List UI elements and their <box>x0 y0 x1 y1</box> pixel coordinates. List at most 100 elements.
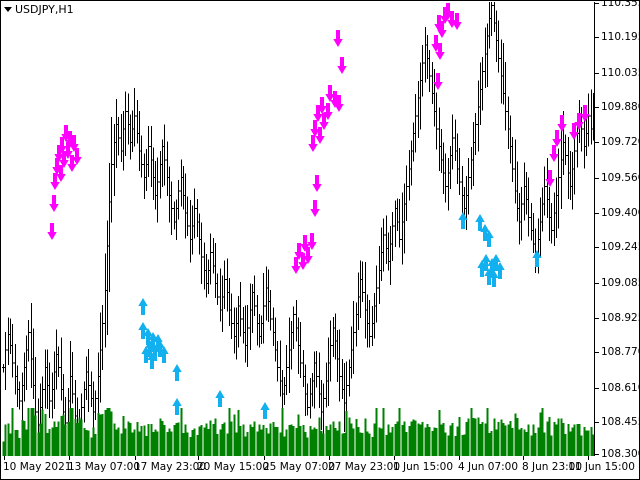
price-tick-label: 109.085 <box>601 277 639 289</box>
time-tick <box>523 456 524 460</box>
sell-arrow-icon <box>549 145 559 162</box>
sell-arrow-icon <box>50 173 60 190</box>
buy-arrow-icon <box>480 224 490 241</box>
buy-arrow-icon <box>147 352 157 369</box>
buy-arrow-icon <box>458 212 468 229</box>
sell-arrow-icon <box>307 233 317 250</box>
sell-arrow-icon <box>315 127 325 144</box>
buy-arrow-icon <box>484 268 494 285</box>
time-axis[interactable]: 10 May 2021 13 May 07:00 17 May 23:00 20 Ma… <box>2 456 639 479</box>
sell-arrow-icon <box>333 30 343 47</box>
time-tick <box>588 456 589 460</box>
sell-arrow-icon <box>435 43 445 60</box>
time-tick-label: 20 May 15:00 <box>197 461 270 473</box>
sell-arrow-icon <box>580 105 590 122</box>
symbol-bar[interactable]: USDJPY,H1 <box>1 1 74 17</box>
time-tick-label: 11 Jun 15:00 <box>568 461 635 473</box>
sell-arrow-icon <box>325 85 335 102</box>
sell-arrow-icon <box>310 200 320 217</box>
price-tick-label: 108.455 <box>601 416 639 428</box>
buy-arrow-icon <box>159 346 169 363</box>
buy-arrow-icon <box>215 390 225 407</box>
time-tick-label: 1 Jun 15:00 <box>393 461 454 473</box>
buy-arrow-icon <box>260 402 270 419</box>
sell-arrow-icon <box>56 165 66 182</box>
sell-arrow-icon <box>433 73 443 90</box>
ohlc-bars-group <box>2 2 594 456</box>
sell-arrow-icon <box>552 130 562 147</box>
price-tick <box>595 107 599 108</box>
sell-arrow-icon <box>574 113 584 130</box>
sell-arrow-icon <box>298 253 308 270</box>
sell-arrow-icon <box>54 145 64 162</box>
price-tick <box>595 422 599 423</box>
price-tick-label: 108.925 <box>601 312 639 324</box>
time-tick-label: 13 May 07:00 <box>68 461 141 473</box>
buy-arrow-icon <box>532 250 542 267</box>
time-tick-label: 4 Jun 07:00 <box>458 461 519 473</box>
time-tick <box>4 456 5 460</box>
sell-arrow-icon <box>557 115 567 132</box>
sell-arrow-icon <box>319 113 329 130</box>
buy-arrow-icon <box>141 346 151 363</box>
time-tick <box>329 456 330 460</box>
sell-arrow-icon <box>303 247 313 264</box>
price-tick-label: 108.300 <box>601 448 639 460</box>
sell-arrow-icon <box>47 223 57 240</box>
price-tick <box>595 283 599 284</box>
sell-arrow-icon <box>59 151 69 168</box>
price-tick <box>595 73 599 74</box>
buy-arrow-icon <box>477 260 487 277</box>
volume-histogram-group <box>2 408 594 456</box>
time-tick-label: 25 May 07:00 <box>263 461 336 473</box>
price-tick-label: 109.400 <box>601 207 639 219</box>
time-tick-label: 17 May 23:00 <box>134 461 207 473</box>
price-tick-label: 110.195 <box>601 31 639 43</box>
time-tick-label: 10 May 2021 <box>3 461 72 473</box>
sell-arrow-icon <box>69 135 79 152</box>
buy-arrow-icon <box>172 398 182 415</box>
price-tick-label: 109.880 <box>601 101 639 113</box>
time-tick <box>459 456 460 460</box>
sell-arrow-icon <box>545 170 555 187</box>
sell-arrow-icon <box>310 120 320 137</box>
time-tick-label: 27 May 23:00 <box>328 461 401 473</box>
price-tick <box>595 3 599 4</box>
buy-arrow-icon <box>150 344 160 361</box>
price-tick-label: 109.245 <box>601 241 639 253</box>
price-tick-label: 109.560 <box>601 172 639 184</box>
price-chart-svg <box>2 2 594 456</box>
price-tick-label: 108.770 <box>601 346 639 358</box>
sell-arrow-icon <box>569 123 579 140</box>
buy-arrow-icon <box>138 322 148 339</box>
buy-arrow-icon <box>475 214 485 231</box>
buy-arrow-icon <box>143 328 153 345</box>
price-tick-label: 108.610 <box>601 382 639 394</box>
sell-arrow-icon <box>337 57 347 74</box>
sell-arrow-icon <box>308 135 318 152</box>
price-axis[interactable]: 110.355 110.195 110.035 109.880 109.720 109.5… <box>594 0 639 460</box>
time-tick <box>135 456 136 460</box>
sell-arrow-icon <box>72 148 82 165</box>
sell-arrow-icon <box>291 257 301 274</box>
sell-arrow-icon <box>443 3 453 20</box>
buy-arrow-icon <box>145 340 155 357</box>
price-tick <box>595 37 599 38</box>
price-tick-label: 110.355 <box>601 0 639 9</box>
buy-arrows-group <box>138 212 542 419</box>
buy-arrow-icon <box>484 230 494 247</box>
time-tick <box>69 456 70 460</box>
sell-arrow-icon <box>437 21 447 38</box>
sell-arrow-icon <box>334 95 344 112</box>
chart-plot-area[interactable] <box>2 2 594 456</box>
sell-arrows-group <box>47 3 590 274</box>
time-tick <box>394 456 395 460</box>
buy-arrow-icon <box>153 334 163 351</box>
price-tick-label: 109.720 <box>601 136 639 148</box>
price-tick <box>595 213 599 214</box>
time-tick <box>198 456 199 460</box>
buy-arrow-icon <box>489 270 499 287</box>
triangle-down-icon[interactable] <box>4 7 12 12</box>
sell-arrow-icon <box>440 7 450 24</box>
